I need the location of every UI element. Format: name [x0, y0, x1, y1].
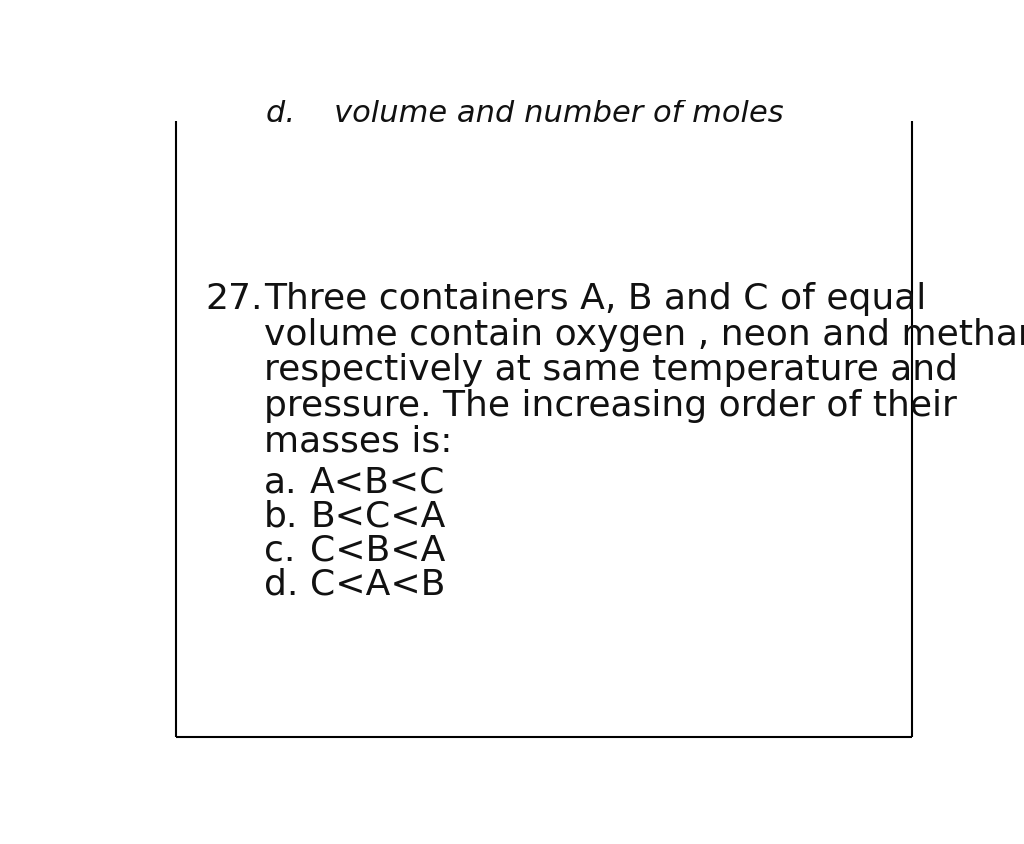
- Text: Three containers A, B and C of equal: Three containers A, B and C of equal: [263, 282, 926, 316]
- Text: volume contain oxygen , neon and methane: volume contain oxygen , neon and methane: [263, 317, 1024, 351]
- Text: d.: d.: [263, 566, 298, 601]
- Text: c.: c.: [263, 533, 295, 566]
- Text: d.    volume and number of moles: d. volume and number of moles: [266, 99, 783, 128]
- Text: pressure. The increasing order of their: pressure. The increasing order of their: [263, 388, 956, 422]
- Text: C<B<A: C<B<A: [310, 533, 445, 566]
- Text: respectively at same temperature and: respectively at same temperature and: [263, 353, 957, 387]
- Text: C<A<B: C<A<B: [310, 566, 445, 601]
- Text: A<B<C: A<B<C: [310, 465, 445, 499]
- Text: B<C<A: B<C<A: [310, 499, 445, 533]
- Text: a.: a.: [263, 465, 297, 499]
- Text: b.: b.: [263, 499, 298, 533]
- Text: masses is:: masses is:: [263, 424, 453, 457]
- Text: 27.: 27.: [206, 282, 263, 316]
